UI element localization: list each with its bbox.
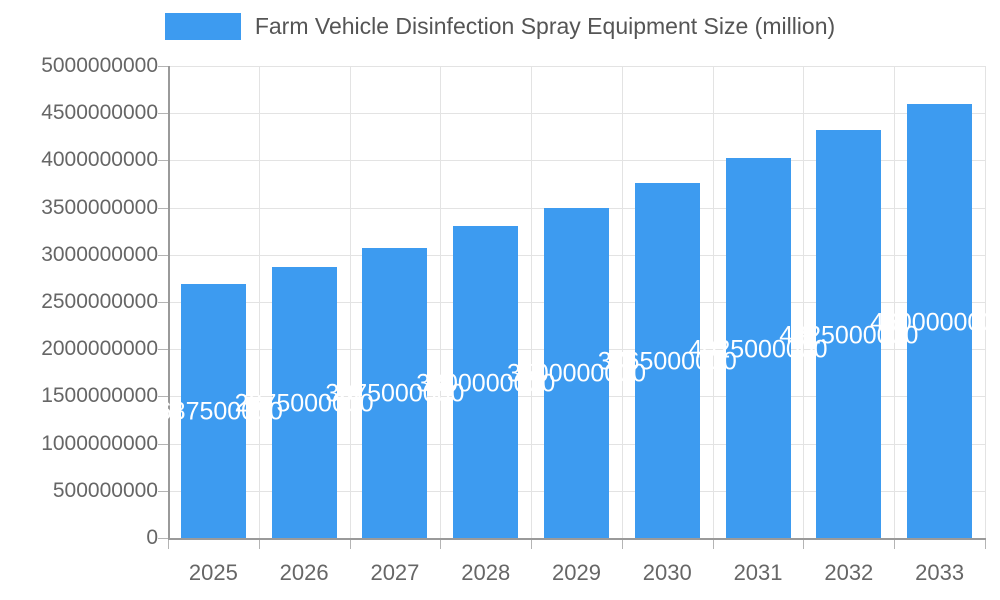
gridline-vertical	[531, 66, 532, 538]
y-axis-tick-mark	[158, 207, 168, 209]
gridline-horizontal	[168, 160, 985, 162]
x-axis-tick-mark	[894, 540, 895, 549]
y-axis-tick-mark	[158, 302, 168, 303]
y-axis-tick-label: 5000000000	[41, 54, 158, 77]
bar-2032[interactable]	[816, 129, 882, 538]
x-axis-tick-mark	[713, 540, 714, 549]
gridline-vertical	[713, 66, 714, 538]
y-axis-tick-mark	[158, 490, 168, 492]
x-axis-tick-label: 2032	[824, 560, 874, 585]
x-axis-tick-mark	[168, 540, 169, 549]
y-axis-tick-mark	[158, 349, 168, 351]
y-axis-tick-label: 3000000000	[41, 242, 158, 266]
x-axis-tick-label: 2027	[370, 560, 420, 585]
y-axis-tick-mark	[158, 66, 168, 67]
y-axis-tick-label: 1500000000	[41, 384, 158, 408]
x-axis-tick-label: 2033	[915, 560, 965, 585]
x-axis-tick-mark	[985, 540, 986, 549]
gridline-vertical	[803, 66, 804, 538]
gridline-horizontal	[168, 113, 985, 115]
x-axis-tick-mark	[531, 540, 532, 549]
bar-2031[interactable]	[725, 158, 791, 538]
y-axis-tick-label: 4000000000	[41, 148, 158, 172]
bar-2030[interactable]	[634, 182, 700, 538]
y-axis-tick-mark	[158, 254, 168, 256]
bar-2025[interactable]	[180, 284, 246, 538]
y-axis-tick-label: 4500000000	[41, 101, 158, 125]
y-axis-tick-mark	[158, 113, 168, 115]
x-axis-line	[168, 538, 986, 540]
y-axis-tick-label: 3500000000	[41, 195, 158, 219]
x-axis-tick-label: 2028	[461, 560, 511, 585]
gridline-vertical	[350, 66, 351, 538]
y-axis-tick-label: 1000000000	[41, 431, 158, 455]
y-axis-tick-mark	[158, 538, 168, 539]
x-axis-tick-mark	[803, 540, 804, 549]
gridline-vertical	[894, 66, 895, 538]
x-axis-tick-label: 2026	[279, 560, 329, 585]
gridline-vertical	[985, 66, 986, 538]
x-axis-tick-mark	[259, 540, 260, 549]
y-axis-tick-label: 2500000000	[41, 290, 158, 313]
y-axis-tick-mark	[158, 443, 168, 445]
gridline-horizontal	[168, 66, 985, 67]
y-axis-tick-label: 500000000	[52, 478, 158, 502]
legend-swatch-series-1[interactable]	[164, 13, 241, 40]
x-axis-tick-label: 2025	[188, 560, 238, 585]
x-axis-tick-mark	[350, 540, 351, 549]
y-axis-tick-mark	[158, 160, 168, 162]
bar-2033[interactable]	[907, 103, 973, 538]
x-axis-tick-label: 2029	[552, 560, 601, 585]
bar-2029[interactable]	[544, 207, 609, 538]
x-axis-tick-label: 2031	[733, 560, 783, 585]
y-axis-tick-label: 2000000000	[41, 337, 158, 361]
y-axis-line	[168, 66, 170, 539]
x-axis-tick-mark	[440, 540, 441, 549]
x-axis-tick-label: 2030	[642, 560, 692, 585]
chart-legend: Farm Vehicle Disinfection Spray Equipmen…	[0, 13, 1000, 40]
bar-2028[interactable]	[453, 226, 519, 538]
bar-2026[interactable]	[271, 266, 337, 538]
gridline-vertical	[622, 66, 623, 538]
gridline-vertical	[440, 66, 441, 538]
bar-2027[interactable]	[362, 247, 428, 538]
legend-label-series-1[interactable]: Farm Vehicle Disinfection Spray Equipmen…	[254, 13, 836, 39]
y-axis-tick-label: 0	[146, 526, 158, 549]
x-axis-tick-mark	[622, 540, 623, 549]
gridline-vertical	[259, 66, 260, 538]
y-axis-tick-mark	[158, 396, 168, 398]
